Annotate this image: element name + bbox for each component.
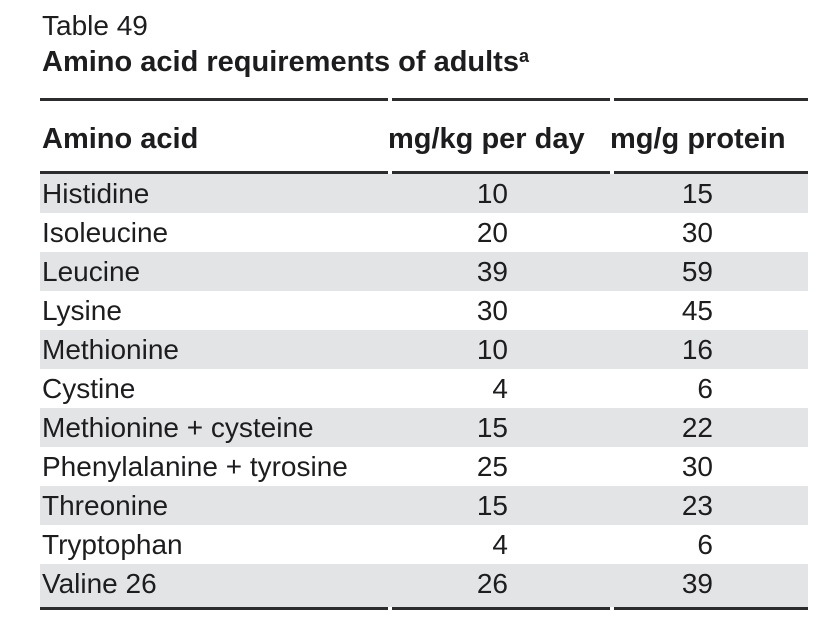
table-row: Methionine 10 16 <box>40 330 808 369</box>
amino-acid-cell: Phenylalanine + tyrosine <box>42 451 348 482</box>
amino-acid-cell: Isoleucine <box>42 217 169 248</box>
mg-kg-day-cell: 20 <box>476 217 508 248</box>
mg-kg-day-cell: 39 <box>476 256 508 287</box>
mg-g-protein-cell: 30 <box>681 217 713 248</box>
table-row: Cystine 4 6 <box>40 369 808 408</box>
table-title-text: Amino acid requirements of adults <box>42 46 519 78</box>
mg-g-protein-cell: 16 <box>681 334 713 365</box>
table-row: Leucine 39 59 <box>40 252 808 291</box>
table-label: Table 49 <box>42 10 148 41</box>
table-row: Lysine 30 45 <box>40 291 808 330</box>
top-rule <box>40 98 808 101</box>
mg-g-protein-cell: 15 <box>681 178 713 209</box>
mg-kg-day-cell: 4 <box>492 373 508 404</box>
mg-g-protein-cell: 39 <box>681 568 713 599</box>
mg-g-protein-cell: 45 <box>681 295 713 326</box>
table-row: Tryptophan 4 6 <box>40 525 808 564</box>
mg-g-protein-cell: 6 <box>697 529 713 560</box>
footnote-marker: a <box>518 46 529 66</box>
amino-acid-cell: Methionine <box>42 334 179 365</box>
amino-acid-cell: Valine 26 <box>42 568 157 599</box>
mg-g-protein-cell: 6 <box>697 373 713 404</box>
header-rule <box>40 171 808 174</box>
amino-acid-cell: Leucine <box>42 256 141 287</box>
amino-acid-cell: Threonine <box>42 490 169 521</box>
table-row: Methionine + cysteine 15 22 <box>40 408 808 447</box>
table-row: Valine 26 26 39 <box>40 564 808 607</box>
amino-acid-cell: Lysine <box>42 295 122 326</box>
table-title: Amino acid requirements of adultsa <box>40 44 808 80</box>
mg-g-protein-cell: 23 <box>681 490 713 521</box>
mg-kg-day-cell: 15 <box>476 490 508 521</box>
mg-kg-day-cell: 10 <box>476 334 508 365</box>
mg-g-protein-cell: 59 <box>681 256 713 287</box>
mg-kg-day-cell: 4 <box>492 529 508 560</box>
mg-kg-day-cell: 30 <box>476 295 508 326</box>
column-header-amino-acid: Amino acid <box>42 122 199 155</box>
amino-acid-cell: Tryptophan <box>42 529 183 560</box>
mg-kg-day-cell: 10 <box>476 178 508 209</box>
table-row: Threonine 15 23 <box>40 486 808 525</box>
table-row: Isoleucine 20 30 <box>40 213 808 252</box>
table-figure: Table 49 Amino acid requirements of adul… <box>40 10 808 610</box>
bottom-rule <box>40 607 808 610</box>
column-header-mg-g-protein: mg/g protein <box>610 122 786 155</box>
amino-acid-cell: Cystine <box>42 373 136 404</box>
table-body: Histidine 10 15 Isoleucine 20 30 Leucine… <box>40 174 808 607</box>
mg-g-protein-cell: 30 <box>681 451 713 482</box>
mg-g-protein-cell: 22 <box>681 412 713 443</box>
mg-kg-day-cell: 26 <box>476 568 508 599</box>
mg-kg-day-cell: 15 <box>476 412 508 443</box>
table-row: Phenylalanine + tyrosine 25 30 <box>40 447 808 486</box>
table-header-row: Amino acid mg/kg per day mg/g protein <box>40 101 808 171</box>
amino-acid-cell: Histidine <box>42 178 150 209</box>
column-header-mg-kg-per-day: mg/kg per day <box>388 122 585 155</box>
amino-acid-cell: Methionine + cysteine <box>42 412 314 443</box>
mg-kg-day-cell: 25 <box>476 451 508 482</box>
table-row: Histidine 10 15 <box>40 174 808 213</box>
